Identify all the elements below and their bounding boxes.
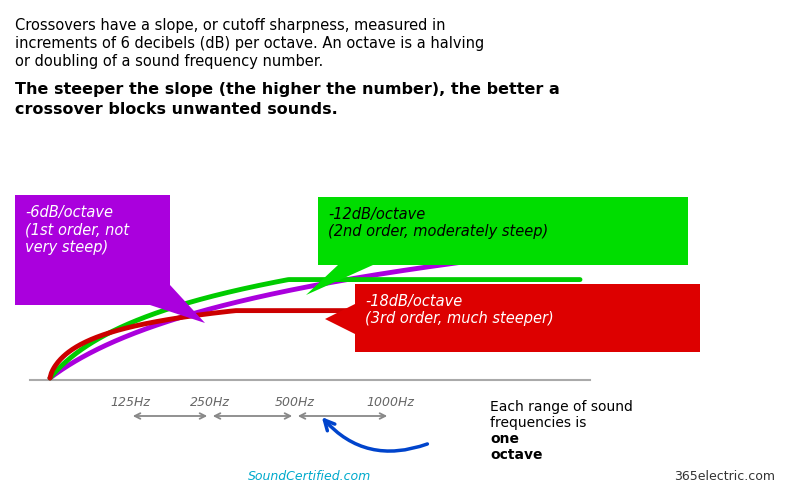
Text: SoundCertified.com: SoundCertified.com (248, 470, 372, 483)
Polygon shape (325, 304, 355, 334)
Text: frequencies is: frequencies is (490, 416, 591, 430)
Polygon shape (150, 285, 205, 323)
Text: 125Hz: 125Hz (110, 396, 150, 409)
Text: 250Hz: 250Hz (190, 396, 230, 409)
Polygon shape (306, 265, 373, 295)
Text: -18dB/octave
(3rd order, much steeper): -18dB/octave (3rd order, much steeper) (365, 294, 554, 326)
Text: crossover blocks unwanted sounds.: crossover blocks unwanted sounds. (15, 102, 338, 117)
Text: 1000Hz: 1000Hz (366, 396, 414, 409)
Text: increments of 6 decibels (dB) per octave. An octave is a halving: increments of 6 decibels (dB) per octave… (15, 36, 485, 51)
Text: octave: octave (490, 448, 542, 462)
Text: Crossovers have a slope, or cutoff sharpness, measured in: Crossovers have a slope, or cutoff sharp… (15, 18, 445, 33)
Text: 500Hz: 500Hz (275, 396, 315, 409)
FancyBboxPatch shape (355, 284, 700, 352)
Text: -12dB/octave
(2nd order, moderately steep): -12dB/octave (2nd order, moderately stee… (328, 207, 548, 240)
Text: The steeper the slope (the higher the number), the better a: The steeper the slope (the higher the nu… (15, 82, 559, 97)
FancyBboxPatch shape (15, 195, 170, 305)
Text: -6dB/octave
(1st order, not
very steep): -6dB/octave (1st order, not very steep) (25, 205, 129, 255)
FancyBboxPatch shape (318, 197, 688, 265)
Text: 365electric.com: 365electric.com (674, 470, 775, 483)
Text: one: one (490, 432, 519, 446)
Text: Each range of sound: Each range of sound (490, 400, 633, 414)
Text: or doubling of a sound frequency number.: or doubling of a sound frequency number. (15, 54, 323, 69)
